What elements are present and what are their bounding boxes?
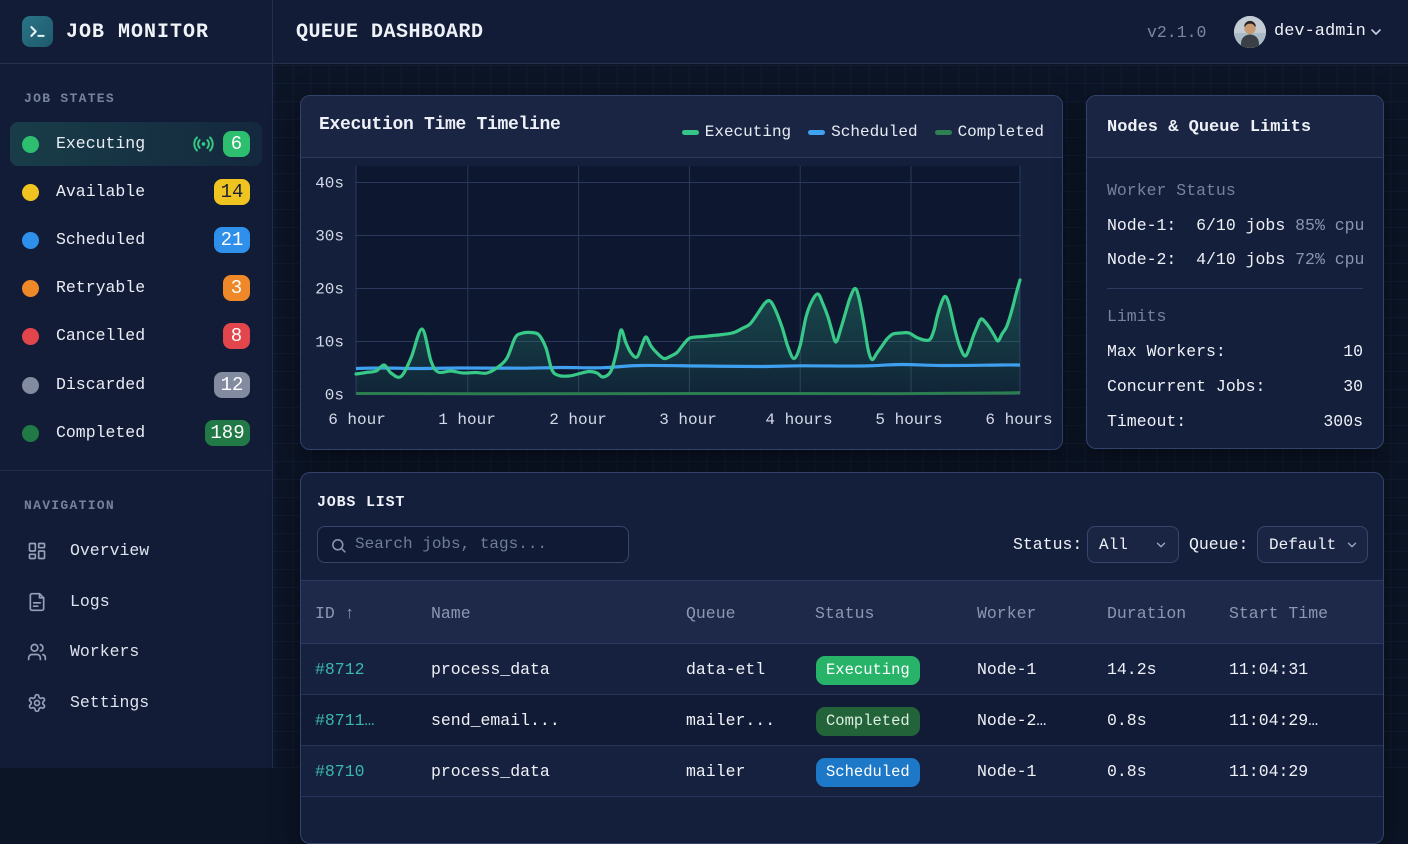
svg-text:20s: 20s: [315, 281, 344, 299]
svg-text:30s: 30s: [315, 228, 344, 246]
svg-text:6 hour: 6 hour: [328, 411, 386, 429]
svg-text:10s: 10s: [315, 334, 344, 352]
svg-text:1 hour: 1 hour: [438, 411, 496, 429]
svg-text:0s: 0s: [325, 387, 344, 405]
svg-text:4 hours: 4 hours: [765, 411, 832, 429]
svg-text:6 hours: 6 hours: [985, 411, 1052, 429]
svg-text:40s: 40s: [315, 175, 344, 193]
svg-text:5 hours: 5 hours: [875, 411, 942, 429]
svg-text:2 hour: 2 hour: [549, 411, 607, 429]
svg-text:3 hour: 3 hour: [659, 411, 717, 429]
